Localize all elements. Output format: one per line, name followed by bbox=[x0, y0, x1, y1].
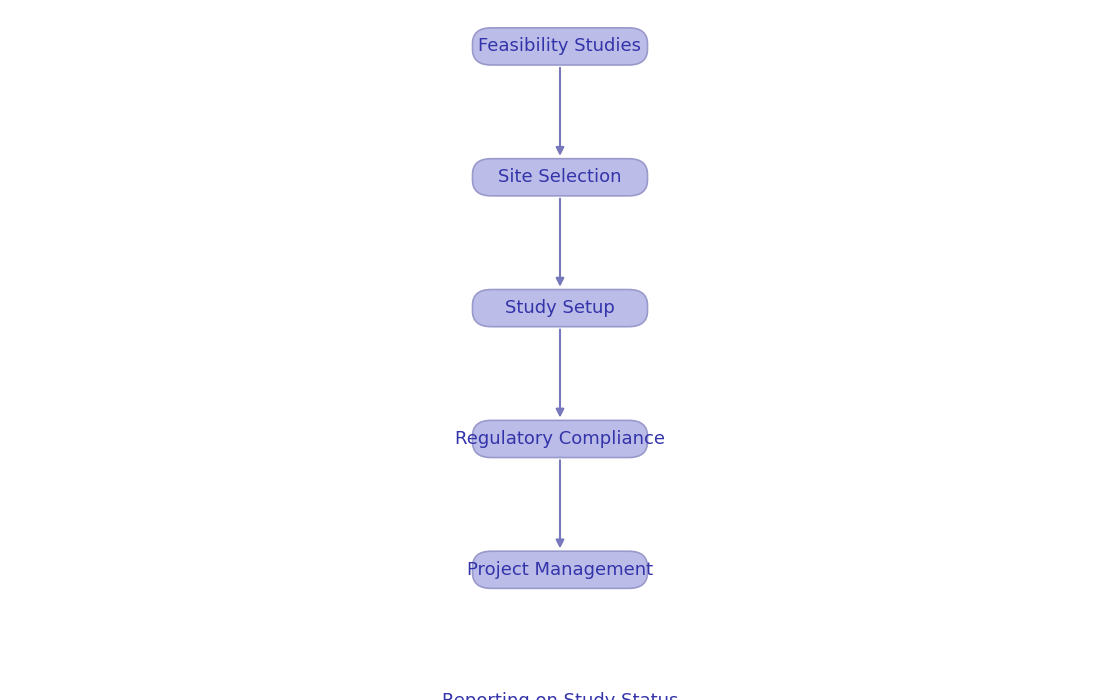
Text: Reporting on Study Status: Reporting on Study Status bbox=[441, 692, 679, 700]
FancyBboxPatch shape bbox=[473, 28, 647, 65]
FancyBboxPatch shape bbox=[473, 421, 647, 458]
FancyBboxPatch shape bbox=[473, 290, 647, 327]
FancyBboxPatch shape bbox=[473, 682, 647, 700]
Text: Site Selection: Site Selection bbox=[498, 168, 622, 186]
Text: Feasibility Studies: Feasibility Studies bbox=[478, 37, 642, 55]
Text: Study Setup: Study Setup bbox=[505, 299, 615, 317]
Text: Regulatory Compliance: Regulatory Compliance bbox=[455, 430, 665, 448]
Text: Project Management: Project Management bbox=[467, 561, 653, 579]
FancyBboxPatch shape bbox=[473, 551, 647, 589]
FancyBboxPatch shape bbox=[473, 159, 647, 196]
